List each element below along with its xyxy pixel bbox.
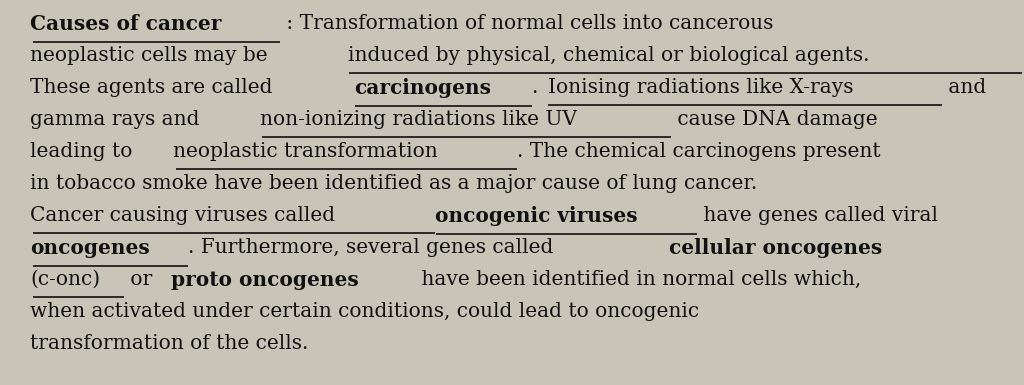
Text: Ionising radiations like X-rays: Ionising radiations like X-rays — [549, 78, 854, 97]
Text: oncogenic viruses: oncogenic viruses — [435, 206, 638, 226]
Text: induced by physical, chemical or biological agents.: induced by physical, chemical or biologi… — [348, 46, 869, 65]
Text: oncogenes: oncogenes — [30, 238, 150, 258]
Text: These agents are called: These agents are called — [30, 78, 279, 97]
Text: Cancer causing viruses called: Cancer causing viruses called — [30, 206, 341, 225]
Text: or: or — [124, 270, 159, 289]
Text: (c-onc): (c-onc) — [30, 270, 100, 289]
Text: have genes called viral: have genes called viral — [697, 206, 938, 225]
Text: and: and — [942, 78, 986, 97]
Text: carcinogens: carcinogens — [354, 78, 492, 98]
Text: proto oncogenes: proto oncogenes — [171, 270, 358, 290]
Text: neoplastic cells may be: neoplastic cells may be — [30, 46, 274, 65]
Text: . Furthermore, several genes called: . Furthermore, several genes called — [187, 238, 559, 257]
Text: in tobacco smoke have been identified as a major cause of lung cancer.: in tobacco smoke have been identified as… — [30, 174, 758, 193]
Text: transformation of the cells.: transformation of the cells. — [30, 334, 308, 353]
Text: cause DNA damage: cause DNA damage — [671, 110, 878, 129]
Text: leading to: leading to — [30, 142, 138, 161]
Text: Causes of cancer: Causes of cancer — [30, 14, 221, 34]
Text: .: . — [532, 78, 545, 97]
Text: when activated under certain conditions, could lead to oncogenic: when activated under certain conditions,… — [30, 302, 699, 321]
Text: non-ionizing radiations like UV: non-ionizing radiations like UV — [260, 110, 578, 129]
Text: neoplastic transformation: neoplastic transformation — [173, 142, 438, 161]
Text: cellular oncogenes: cellular oncogenes — [670, 238, 883, 258]
Text: have been identified in normal cells which,: have been identified in normal cells whi… — [416, 270, 861, 289]
Text: : Transformation of normal cells into cancerous: : Transformation of normal cells into ca… — [280, 14, 773, 33]
Text: . The chemical carcinogens present: . The chemical carcinogens present — [517, 142, 881, 161]
Text: gamma rays and: gamma rays and — [30, 110, 206, 129]
